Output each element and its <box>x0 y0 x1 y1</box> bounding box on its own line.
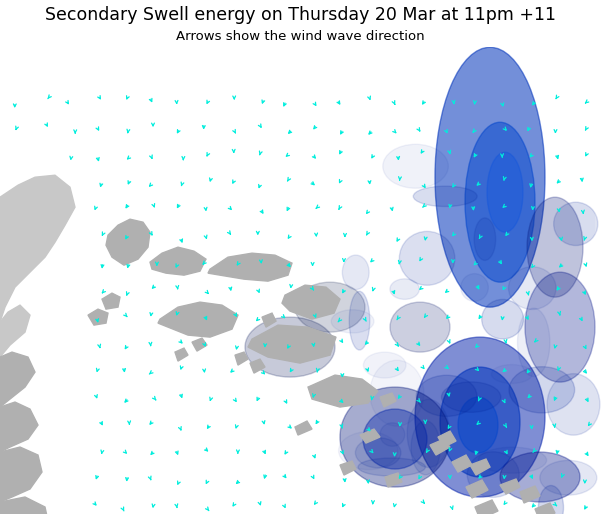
Polygon shape <box>150 247 206 275</box>
Ellipse shape <box>500 452 580 502</box>
Polygon shape <box>380 393 396 407</box>
Polygon shape <box>208 253 292 281</box>
Polygon shape <box>295 421 312 435</box>
Ellipse shape <box>440 367 520 477</box>
Polygon shape <box>340 461 356 475</box>
Ellipse shape <box>517 308 550 377</box>
Ellipse shape <box>527 197 583 297</box>
Ellipse shape <box>331 310 374 333</box>
Ellipse shape <box>482 300 523 339</box>
Ellipse shape <box>478 447 546 473</box>
Polygon shape <box>0 402 38 452</box>
Polygon shape <box>192 338 207 351</box>
Polygon shape <box>430 439 450 455</box>
Polygon shape <box>470 459 490 475</box>
Ellipse shape <box>399 231 455 285</box>
Ellipse shape <box>458 397 498 453</box>
Polygon shape <box>438 431 456 447</box>
Ellipse shape <box>416 375 477 416</box>
Ellipse shape <box>465 122 535 282</box>
Ellipse shape <box>540 461 597 495</box>
Ellipse shape <box>474 218 496 261</box>
Polygon shape <box>235 352 248 365</box>
Ellipse shape <box>407 399 450 467</box>
Ellipse shape <box>554 202 598 246</box>
Polygon shape <box>360 429 380 443</box>
Ellipse shape <box>349 291 370 350</box>
Ellipse shape <box>245 317 335 377</box>
Text: Secondary Swell energy on Thursday 20 Mar at 11pm +11: Secondary Swell energy on Thursday 20 Ma… <box>45 6 556 24</box>
Polygon shape <box>102 293 120 309</box>
Polygon shape <box>282 285 340 319</box>
Polygon shape <box>500 479 520 494</box>
Ellipse shape <box>295 282 365 332</box>
Polygon shape <box>250 359 265 373</box>
Ellipse shape <box>380 423 404 446</box>
Ellipse shape <box>411 421 441 475</box>
Ellipse shape <box>442 382 501 412</box>
Ellipse shape <box>538 486 564 514</box>
Polygon shape <box>88 309 108 325</box>
Polygon shape <box>0 497 48 514</box>
Ellipse shape <box>415 337 545 497</box>
Ellipse shape <box>363 409 427 469</box>
Polygon shape <box>535 503 555 514</box>
Polygon shape <box>475 500 498 514</box>
Ellipse shape <box>355 438 401 468</box>
Ellipse shape <box>343 255 369 289</box>
Ellipse shape <box>340 387 450 487</box>
Polygon shape <box>466 480 488 498</box>
Polygon shape <box>262 313 276 327</box>
Polygon shape <box>0 175 75 322</box>
Ellipse shape <box>487 152 523 232</box>
Polygon shape <box>595 127 601 247</box>
Polygon shape <box>0 305 30 357</box>
Ellipse shape <box>413 186 477 207</box>
Ellipse shape <box>383 144 448 188</box>
Ellipse shape <box>461 273 489 301</box>
Text: Arrows show the wind wave direction: Arrows show the wind wave direction <box>176 30 425 43</box>
Ellipse shape <box>509 366 575 413</box>
Polygon shape <box>0 352 35 407</box>
Ellipse shape <box>390 279 419 299</box>
Polygon shape <box>106 219 150 265</box>
Polygon shape <box>520 486 540 503</box>
Ellipse shape <box>525 272 595 382</box>
Ellipse shape <box>547 374 600 435</box>
Polygon shape <box>452 455 472 472</box>
Ellipse shape <box>508 267 556 309</box>
Polygon shape <box>0 447 42 502</box>
Ellipse shape <box>364 352 406 378</box>
Polygon shape <box>308 375 378 407</box>
Ellipse shape <box>467 452 519 498</box>
Ellipse shape <box>390 302 450 352</box>
Polygon shape <box>385 473 402 487</box>
Ellipse shape <box>358 458 426 476</box>
Polygon shape <box>175 348 188 361</box>
Ellipse shape <box>435 47 545 307</box>
Polygon shape <box>248 325 336 363</box>
Polygon shape <box>158 302 238 337</box>
